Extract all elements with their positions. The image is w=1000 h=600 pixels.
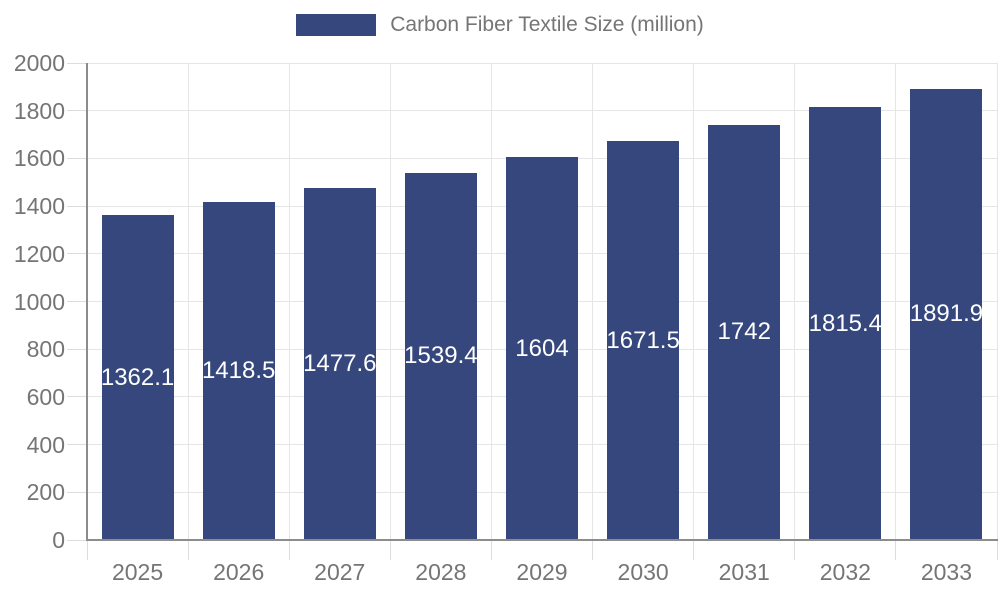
y-tick-label: 1400	[13, 193, 65, 220]
x-gridline	[490, 63, 492, 540]
x-axis-tick	[490, 540, 492, 560]
x-gridline	[288, 63, 290, 540]
x-tick-label: 2033	[920, 559, 973, 585]
bar-2030	[607, 141, 680, 540]
y-axis-tick	[67, 491, 87, 493]
bar-value-label: 1815.4	[808, 309, 883, 337]
x-tick-label: 2029	[516, 559, 568, 585]
y-tick-label: 2000	[13, 50, 65, 76]
bar-value-label: 1418.5	[201, 356, 276, 384]
x-axis-line	[86, 539, 998, 541]
x-tick-label: 2032	[819, 559, 871, 585]
legend: Carbon Fiber Textile Size (million)	[0, 14, 1000, 36]
bar-value-label: 1604	[515, 334, 569, 362]
x-gridline	[187, 63, 189, 540]
x-gridline	[693, 63, 695, 540]
y-axis-tick	[67, 62, 87, 64]
x-axis-tick	[592, 540, 594, 560]
y-tick-label: 200	[26, 479, 65, 506]
y-tick-label: 1200	[13, 240, 65, 267]
bar-2026	[202, 201, 275, 540]
x-axis-tick	[996, 540, 998, 560]
x-tick-label: 2027	[314, 559, 366, 585]
y-tick-label: 0	[52, 527, 65, 553]
y-tick-label: 1600	[13, 145, 65, 172]
y-axis-tick	[67, 539, 87, 541]
legend-swatch	[296, 14, 377, 36]
bar-2031	[708, 124, 781, 540]
y-tick-label: 1000	[13, 288, 65, 315]
y-tick-label: 600	[26, 383, 65, 410]
y-tick-label: 1800	[13, 97, 65, 124]
bar-2029	[506, 157, 578, 540]
y-axis-tick	[67, 110, 87, 112]
x-axis-tick	[693, 540, 695, 560]
y-tick-label: 400	[26, 431, 65, 458]
x-gridline	[389, 63, 391, 540]
x-tick-label: 2028	[415, 559, 467, 585]
bar-value-label: 1477.6	[303, 349, 377, 377]
bar-2033	[910, 88, 983, 540]
y-axis-tick	[67, 205, 87, 207]
bar-value-label: 1671.5	[606, 326, 680, 354]
bar-2028	[404, 172, 477, 540]
x-axis-tick	[389, 540, 391, 560]
bar-value-label: 1362.1	[100, 363, 175, 391]
y-gridline	[87, 110, 997, 112]
x-axis-tick	[895, 540, 897, 560]
x-axis-tick	[187, 540, 189, 560]
x-gridline	[895, 63, 897, 540]
legend-label: Carbon Fiber Textile Size (million)	[390, 13, 704, 36]
x-gridline	[996, 63, 998, 540]
bar-value-label: 1742	[717, 318, 771, 346]
y-gridline	[87, 62, 997, 64]
x-axis-tick	[794, 540, 796, 560]
y-axis-tick	[67, 301, 87, 302]
x-axis-tick	[86, 540, 88, 560]
y-axis-tick	[67, 444, 87, 446]
x-tick-label: 2030	[617, 559, 669, 585]
x-gridline	[794, 63, 796, 540]
x-tick-label: 2031	[718, 559, 770, 585]
x-gridline	[592, 63, 594, 540]
x-axis-tick	[288, 540, 290, 560]
y-tick-label: 800	[26, 336, 65, 363]
y-axis-tick	[67, 157, 87, 159]
y-axis-tick	[67, 348, 87, 350]
legend-item-carbon-fiber[interactable]: Carbon Fiber Textile Size (million)	[296, 14, 704, 36]
x-tick-label: 2026	[213, 559, 265, 585]
y-axis-tick	[67, 253, 87, 255]
x-tick-label: 2025	[111, 559, 164, 585]
bar-value-label: 1539.4	[404, 342, 478, 370]
y-axis-line	[86, 63, 88, 541]
bar-value-label: 1891.9	[909, 300, 984, 328]
bar-2027	[303, 187, 376, 540]
y-axis-tick	[67, 396, 87, 398]
bar-2025	[101, 215, 174, 540]
bar-2032	[809, 107, 882, 540]
